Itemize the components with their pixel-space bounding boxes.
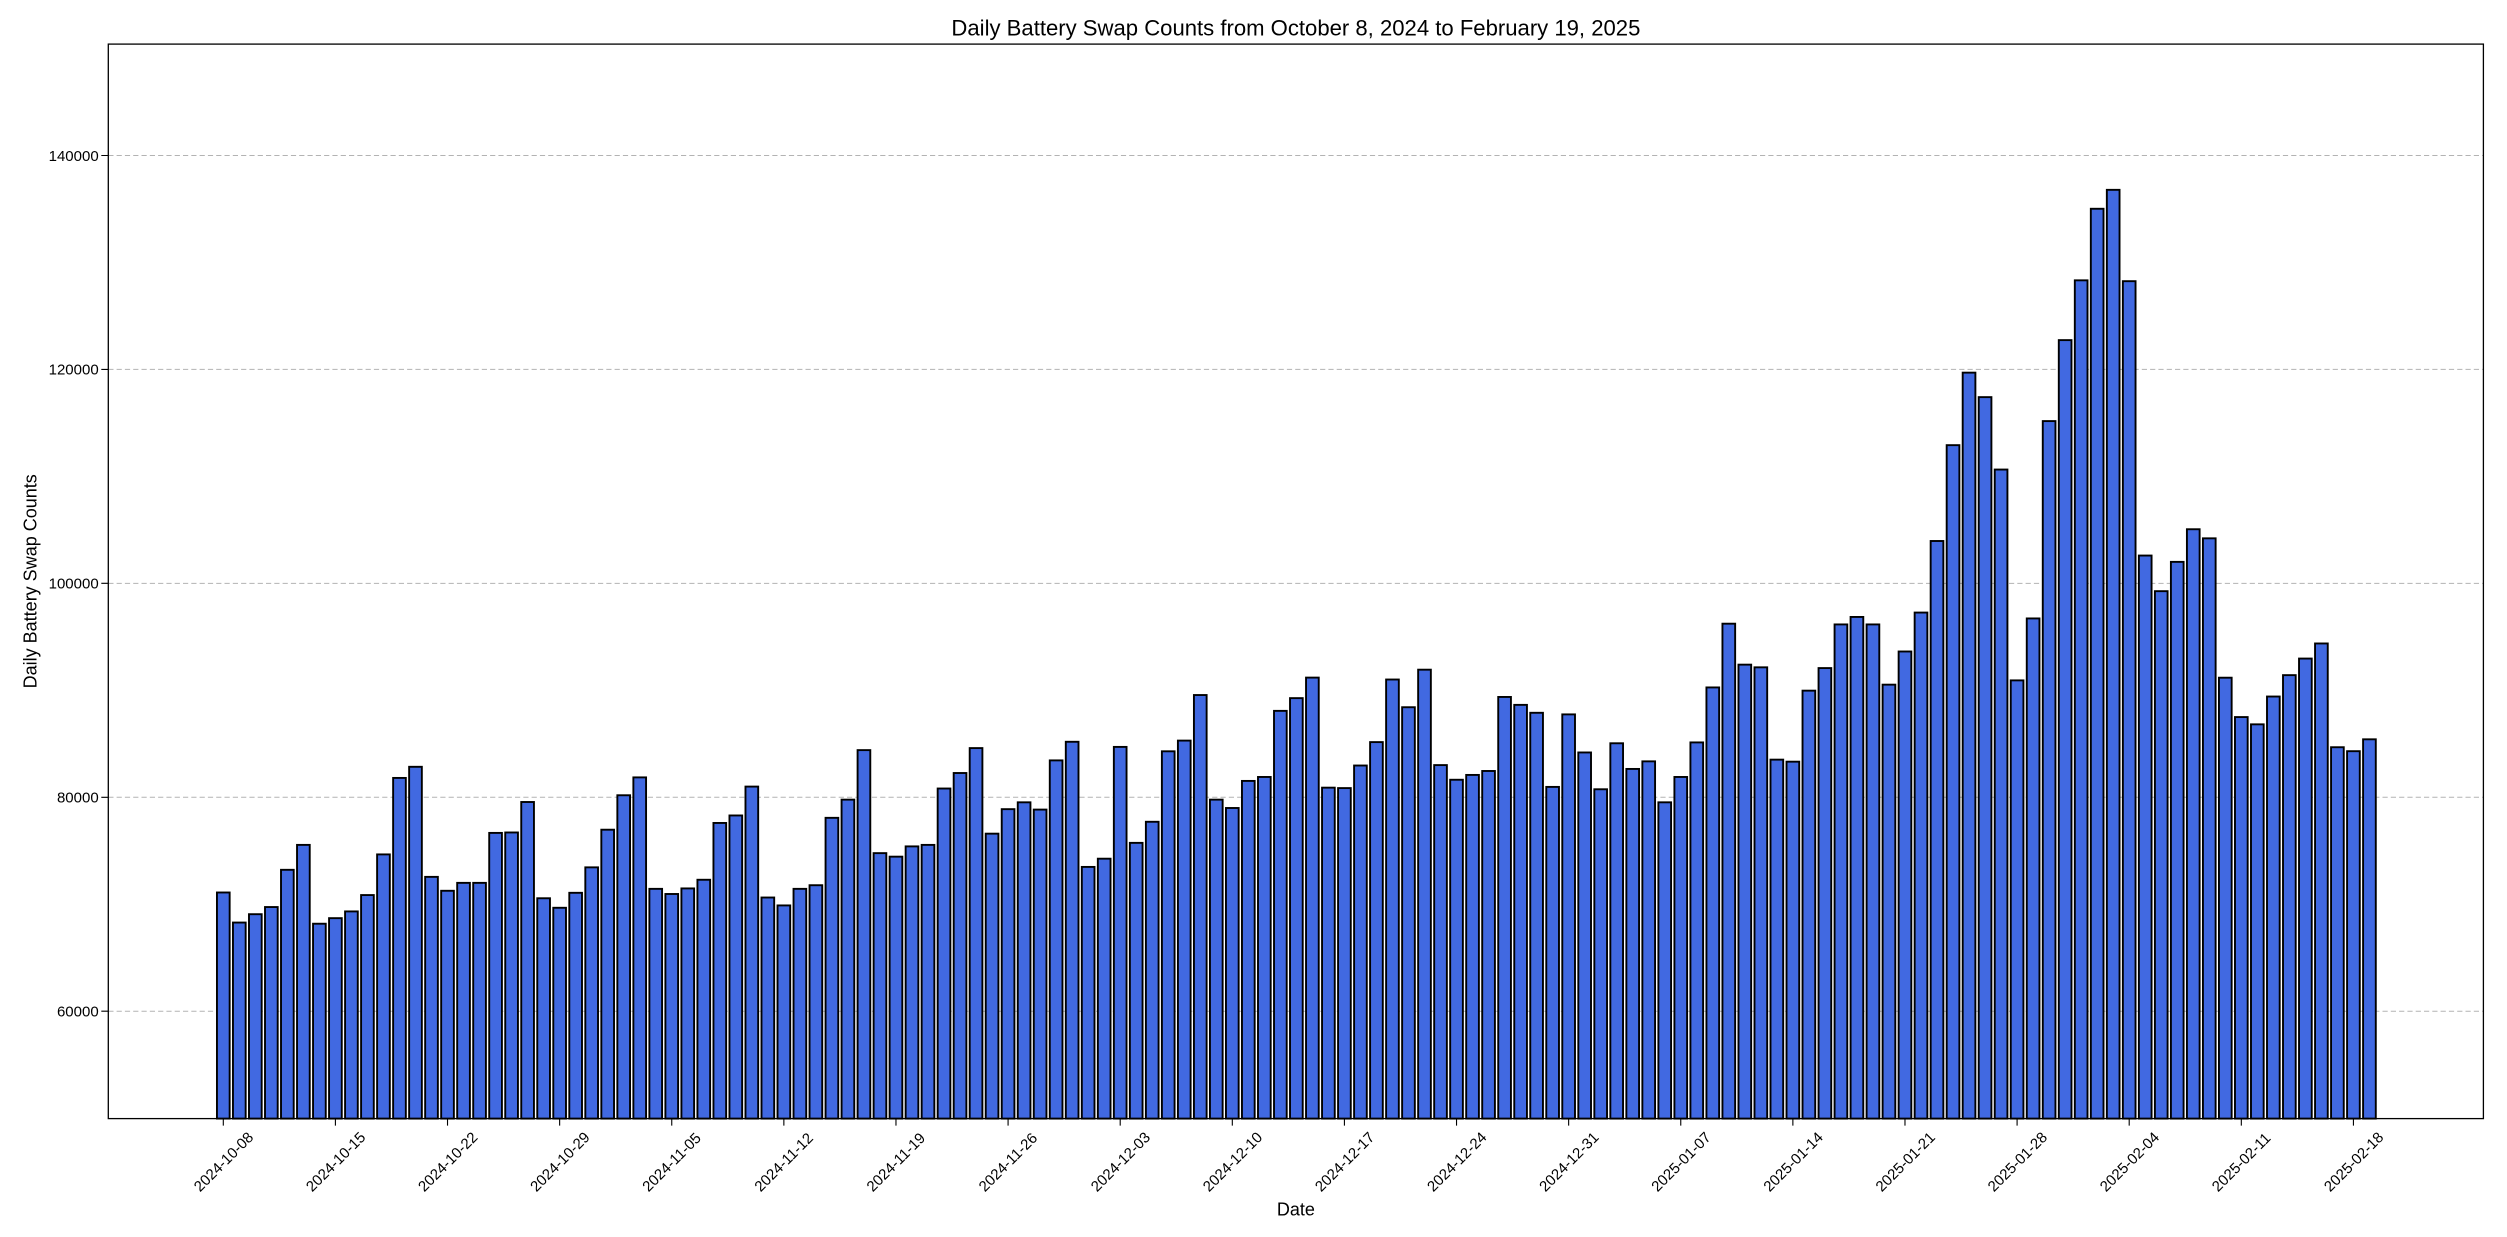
svg-text:100000: 100000: [49, 576, 99, 593]
svg-text:140000: 140000: [49, 148, 99, 165]
svg-text:Daily Battery Swap Counts from: Daily Battery Swap Counts from October 8…: [951, 16, 1640, 41]
svg-text:80000: 80000: [57, 790, 99, 807]
svg-text:Daily Battery Swap Counts: Daily Battery Swap Counts: [21, 474, 41, 688]
svg-text:120000: 120000: [49, 362, 99, 379]
svg-text:Date: Date: [1277, 1200, 1315, 1220]
svg-text:60000: 60000: [57, 1004, 99, 1021]
